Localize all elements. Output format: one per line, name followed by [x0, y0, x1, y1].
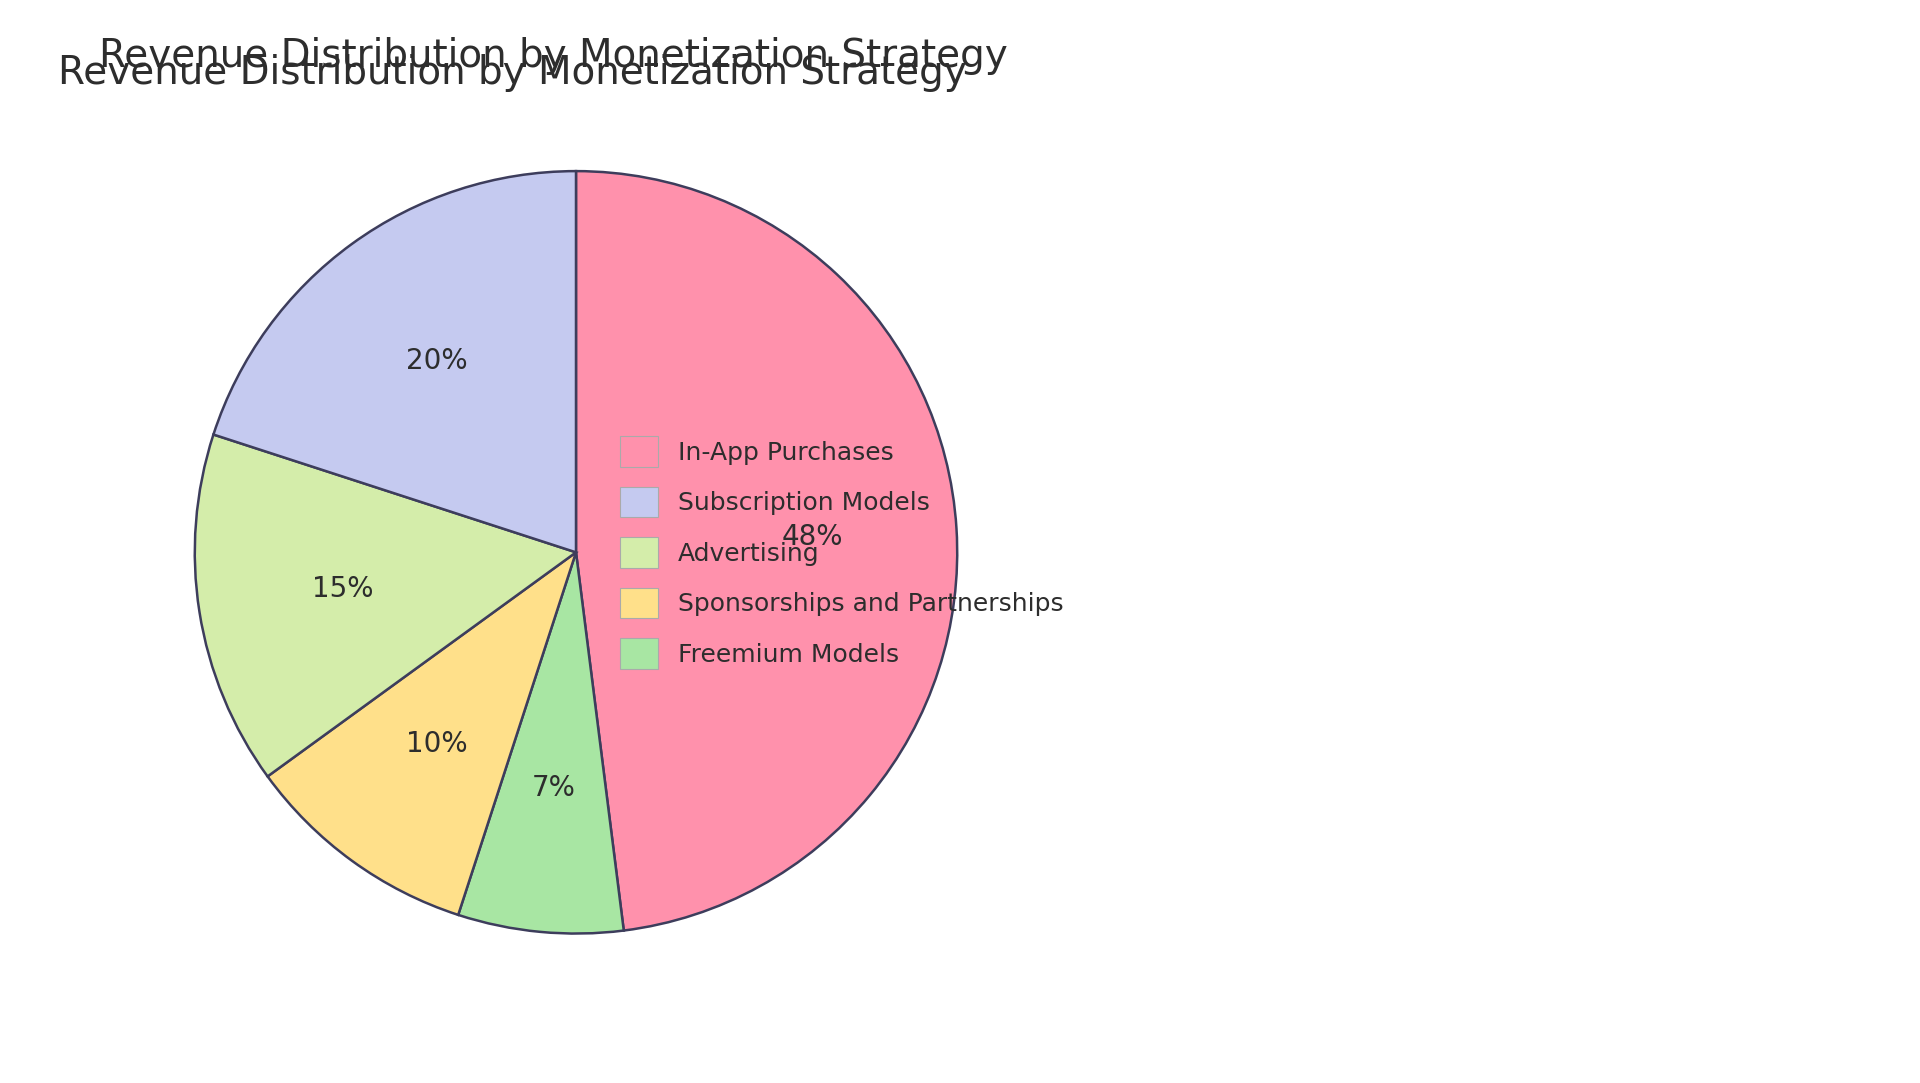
Text: Revenue Distribution by Monetization Strategy: Revenue Distribution by Monetization Str…	[100, 38, 1008, 76]
Wedge shape	[576, 171, 958, 930]
Text: 7%: 7%	[532, 773, 576, 801]
Wedge shape	[459, 552, 624, 934]
Text: 15%: 15%	[311, 575, 372, 603]
Text: 48%: 48%	[781, 523, 843, 551]
Text: 20%: 20%	[407, 348, 468, 375]
Legend: In-App Purchases, Subscription Models, Advertising, Sponsorships and Partnership: In-App Purchases, Subscription Models, A…	[607, 423, 1075, 681]
Wedge shape	[194, 434, 576, 777]
Wedge shape	[213, 171, 576, 552]
Text: Revenue Distribution by Monetization Strategy: Revenue Distribution by Monetization Str…	[58, 54, 966, 92]
Wedge shape	[267, 552, 576, 915]
Text: 10%: 10%	[407, 730, 468, 757]
